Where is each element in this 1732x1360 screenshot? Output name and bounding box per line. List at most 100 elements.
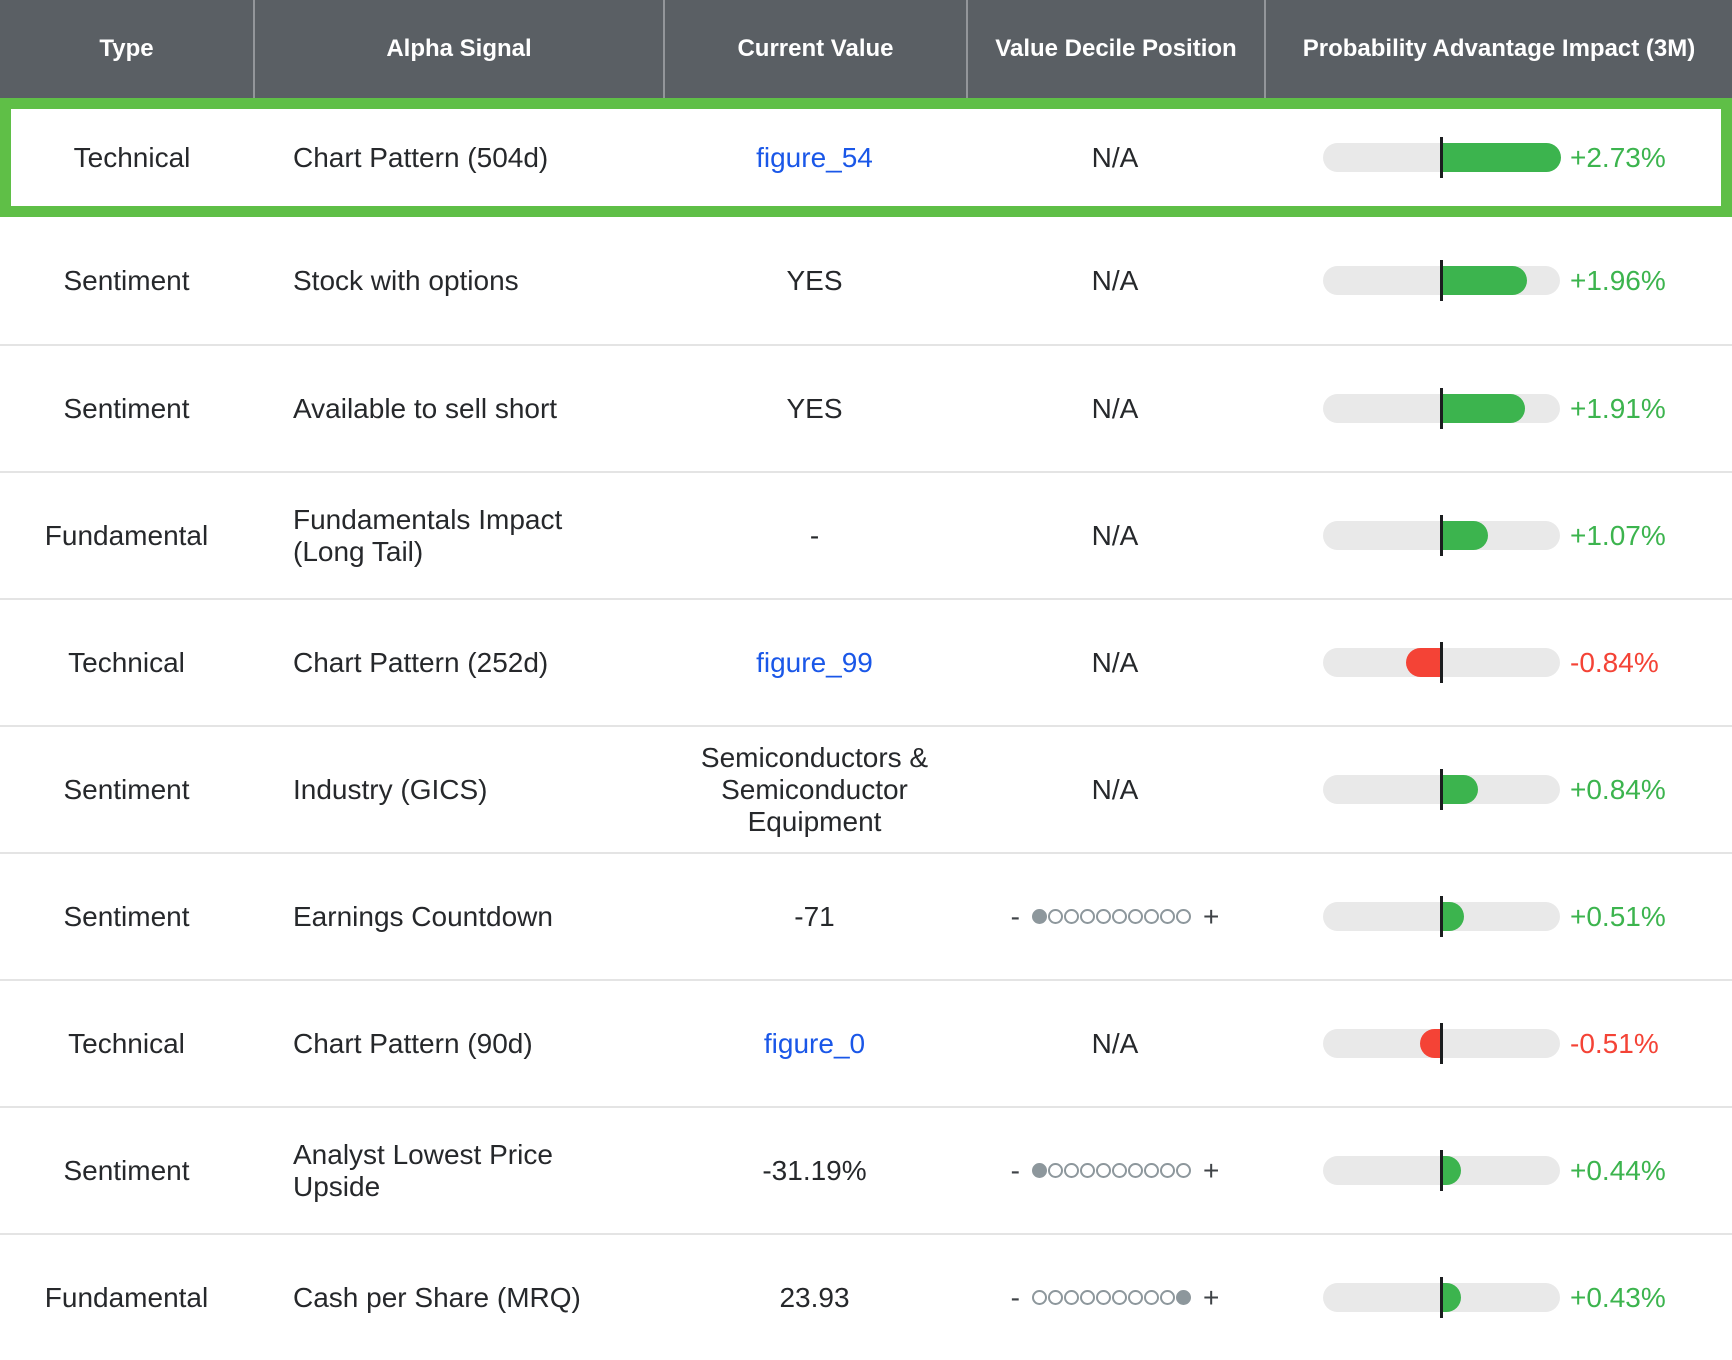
decile-dot <box>1095 909 1111 924</box>
impact-bar-fill <box>1441 1156 1461 1185</box>
signal-type-cell: Technical <box>68 646 185 678</box>
value-decile-cell: N/A <box>1091 141 1139 173</box>
impact-cell: -0.51% <box>1264 981 1732 1106</box>
decile-dot <box>1047 1290 1063 1305</box>
alpha-signal-cell: Available to sell short <box>253 346 663 471</box>
table-row[interactable]: Sentiment Available to sell short YES N/… <box>0 344 1732 471</box>
impact-bar-zero-tick <box>1440 260 1443 301</box>
impact-bar-zero-tick <box>1440 642 1443 683</box>
table-row[interactable]: Technical Chart Pattern (90d) figure_0 N… <box>0 979 1732 1106</box>
decile-minus-label: - <box>1010 900 1020 932</box>
signal-type-cell: Sentiment <box>63 900 190 932</box>
current-value-text: YES <box>786 264 843 296</box>
impact-value: +0.44% <box>1570 1154 1666 1186</box>
impact-cell: +1.07% <box>1264 473 1732 598</box>
impact-bar-zero-tick <box>1440 1277 1443 1318</box>
alpha-signal-label: Available to sell short <box>293 392 558 424</box>
table-row[interactable]: Sentiment Earnings Countdown -71 - + +0.5… <box>0 852 1732 979</box>
impact-value: +1.91% <box>1570 392 1666 424</box>
table-row[interactable]: Sentiment Analyst Lowest Price Upside -3… <box>0 1106 1732 1233</box>
signal-type-cell: Sentiment <box>63 773 190 805</box>
impact-value: -0.84% <box>1570 646 1659 678</box>
table-row[interactable]: Sentiment Industry (GICS) Semiconductors… <box>0 725 1732 852</box>
decile-dot <box>1079 909 1095 924</box>
impact-bar-zero-tick <box>1440 1150 1443 1191</box>
table-row[interactable]: Fundamental Cash per Share (MRQ) 23.93 -… <box>0 1233 1732 1360</box>
alpha-signal-cell: Industry (GICS) <box>253 727 663 852</box>
alpha-signal-cell: Chart Pattern (504d) <box>253 109 663 206</box>
impact-bar <box>1323 137 1561 178</box>
impact-cell: -0.84% <box>1264 600 1732 725</box>
decile-indicator: - + <box>999 901 1232 933</box>
decile-dot <box>1047 1163 1063 1178</box>
table-header: Type Alpha Signal Current Value Value De… <box>0 0 1732 98</box>
value-decile-cell: - + <box>966 1235 1264 1360</box>
value-decile-cell: N/A <box>1091 519 1139 551</box>
decile-indicator: - + <box>999 1155 1232 1187</box>
impact-bar-wrap: +1.07% <box>1323 515 1666 556</box>
impact-bar-fill <box>1405 648 1442 677</box>
decile-plus-label: + <box>1202 1281 1220 1313</box>
alpha-signal-cell: Chart Pattern (252d) <box>253 600 663 725</box>
impact-cell: +0.51% <box>1264 854 1732 979</box>
table-row[interactable]: Technical Chart Pattern (252d) figure_99… <box>0 598 1732 725</box>
current-value-cell: YES <box>663 217 966 344</box>
impact-bar <box>1323 260 1560 301</box>
current-value-cell: Semiconductors & Semiconductor Equipment <box>663 727 966 852</box>
table-body: Technical Chart Pattern (504d) figure_54… <box>0 98 1732 1360</box>
impact-bar-wrap: +1.96% <box>1323 260 1666 301</box>
current-value-cell: 23.93 <box>663 1235 966 1360</box>
value-decile-cell: - + <box>966 1108 1264 1233</box>
decile-dot <box>1159 1163 1175 1178</box>
impact-value: +0.51% <box>1570 900 1666 932</box>
decile-minus-label: - <box>1010 1154 1020 1186</box>
current-value-text: - <box>809 519 820 551</box>
alpha-signal-label: Analyst Lowest Price Upside <box>293 1138 553 1202</box>
decile-dots <box>1031 909 1191 924</box>
value-decile-cell: - + <box>966 854 1264 979</box>
impact-bar-zero-tick <box>1440 137 1443 178</box>
decile-indicator: - + <box>999 1282 1232 1314</box>
decile-dot <box>1143 909 1159 924</box>
signal-type-cell: Sentiment <box>63 392 190 424</box>
decile-dot <box>1143 1290 1159 1305</box>
impact-bar-wrap: -0.51% <box>1323 1023 1659 1064</box>
alpha-signal-cell: Stock with options <box>253 217 663 344</box>
impact-bar-fill <box>1441 521 1488 550</box>
decile-dot <box>1095 1290 1111 1305</box>
decile-dot <box>1095 1163 1111 1178</box>
impact-value: +0.43% <box>1570 1281 1666 1313</box>
decile-dot <box>1175 909 1191 924</box>
impact-bar-fill <box>1419 1029 1442 1058</box>
decile-dot <box>1111 909 1127 924</box>
decile-dot <box>1063 1290 1079 1305</box>
table-row[interactable]: Technical Chart Pattern (504d) figure_54… <box>0 98 1732 217</box>
signal-type-cell: Technical <box>68 1027 185 1059</box>
decile-dot <box>1079 1163 1095 1178</box>
impact-value: +1.07% <box>1570 519 1666 551</box>
current-value-text: -31.19% <box>762 1154 867 1186</box>
alpha-signal-label: Earnings Countdown <box>293 900 553 932</box>
impact-cell: +1.91% <box>1264 346 1732 471</box>
impact-bar <box>1323 1150 1560 1191</box>
table-row[interactable]: Fundamental Fundamentals Impact (Long Ta… <box>0 471 1732 598</box>
column-header-value-decile-position: Value Decile Position <box>966 0 1264 98</box>
alpha-signal-label: Stock with options <box>293 264 519 296</box>
table-row[interactable]: Sentiment Stock with options YES N/A +1.… <box>0 217 1732 344</box>
figure-link[interactable]: figure_99 <box>756 646 873 678</box>
figure-link[interactable]: figure_0 <box>763 1027 866 1059</box>
alpha-signal-label: Industry (GICS) <box>293 773 488 805</box>
value-decile-cell: N/A <box>1091 264 1139 296</box>
column-header-current-value: Current Value <box>663 0 966 98</box>
figure-link[interactable]: figure_54 <box>756 141 873 173</box>
alpha-signal-label: Fundamentals Impact (Long Tail) <box>293 503 563 567</box>
impact-bar-fill <box>1441 1283 1461 1312</box>
impact-value: +0.84% <box>1570 773 1666 805</box>
impact-bar-zero-tick <box>1440 388 1443 429</box>
current-value-cell: figure_99 <box>663 600 966 725</box>
impact-bar-fill <box>1441 775 1478 804</box>
impact-bar <box>1323 388 1560 429</box>
decile-dot <box>1175 1163 1191 1178</box>
current-value-text: Semiconductors & Semiconductor Equipment <box>700 741 929 837</box>
impact-value: +2.73% <box>1570 141 1666 173</box>
